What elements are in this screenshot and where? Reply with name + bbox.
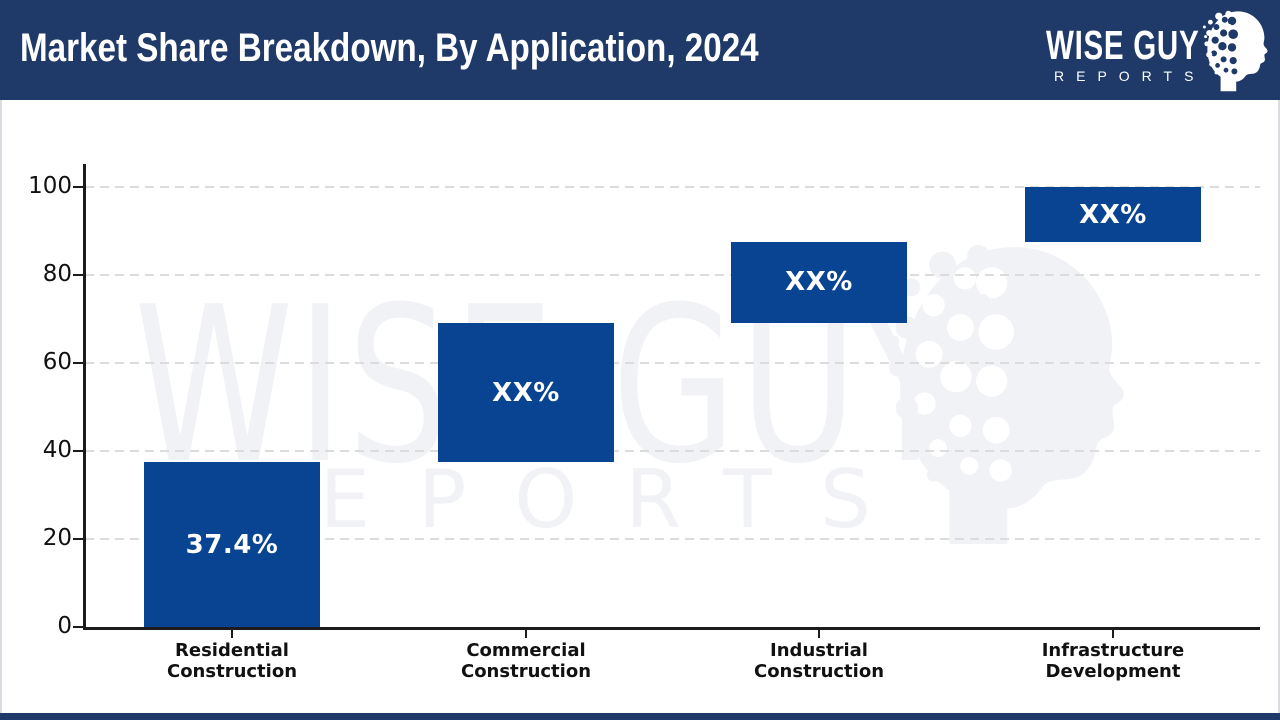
bar-value-label: 37.4% (185, 529, 279, 560)
y-tick-label: 100 (28, 173, 72, 199)
bar: XX% (438, 322, 614, 463)
bar-value-label: XX% (1079, 199, 1147, 230)
y-axis-line (83, 164, 86, 629)
bar-value-label: XX% (785, 267, 853, 298)
y-grid-line (85, 450, 1260, 452)
y-grid-line (85, 186, 1260, 188)
y-tick-label: 60 (42, 349, 72, 375)
page-title: Market Share Breakdown, By Application, … (20, 26, 759, 70)
wiseguy-head-icon (1202, 8, 1274, 98)
watermark-subtext: REPORTS (216, 453, 919, 546)
y-tick-label: 40 (42, 437, 72, 463)
x-category-label: Industrial Construction (753, 640, 885, 682)
x-axis-line (83, 627, 1260, 630)
bar-value-label: XX% (492, 377, 560, 408)
y-grid-line (85, 274, 1260, 276)
y-tick-label: 20 (42, 525, 72, 551)
y-tick-label: 80 (42, 261, 72, 287)
x-tick-mark (525, 630, 527, 638)
y-tick-mark (73, 186, 83, 188)
x-tick-mark (231, 630, 233, 638)
watermark-head-icon (880, 238, 1148, 555)
x-category-label: Infrastructure Development (1041, 640, 1185, 682)
y-grid-line (85, 538, 1260, 540)
x-category-label: Residential Construction (166, 640, 298, 682)
x-tick-mark (1112, 630, 1114, 638)
x-tick-mark (818, 630, 820, 638)
y-tick-mark (73, 538, 83, 540)
footer-accent-strip (0, 713, 1280, 720)
x-category-label: Commercial Construction (460, 640, 592, 682)
bar: 37.4% (144, 462, 320, 627)
y-tick-label: 0 (57, 613, 72, 639)
y-tick-mark (73, 274, 83, 276)
bar: XX% (731, 242, 907, 323)
y-tick-mark (73, 450, 83, 452)
header-band: Market Share Breakdown, By Application, … (0, 0, 1280, 100)
y-grid-line (85, 362, 1260, 364)
brand-logo-subtext: REPORTS (1054, 68, 1206, 84)
y-tick-mark (73, 362, 83, 364)
chart-canvas: WISE GUY REPORTS (0, 100, 1280, 713)
plot-area: 0 20 40 60 80 100 37.4% Residential Constructio… (2, 100, 1278, 713)
y-tick-mark (73, 626, 83, 628)
brand-logo-text: WISE GUY (1046, 22, 1200, 68)
brand-logo: WISE GUY REPORTS (1040, 6, 1276, 96)
bar: XX% (1025, 187, 1201, 242)
